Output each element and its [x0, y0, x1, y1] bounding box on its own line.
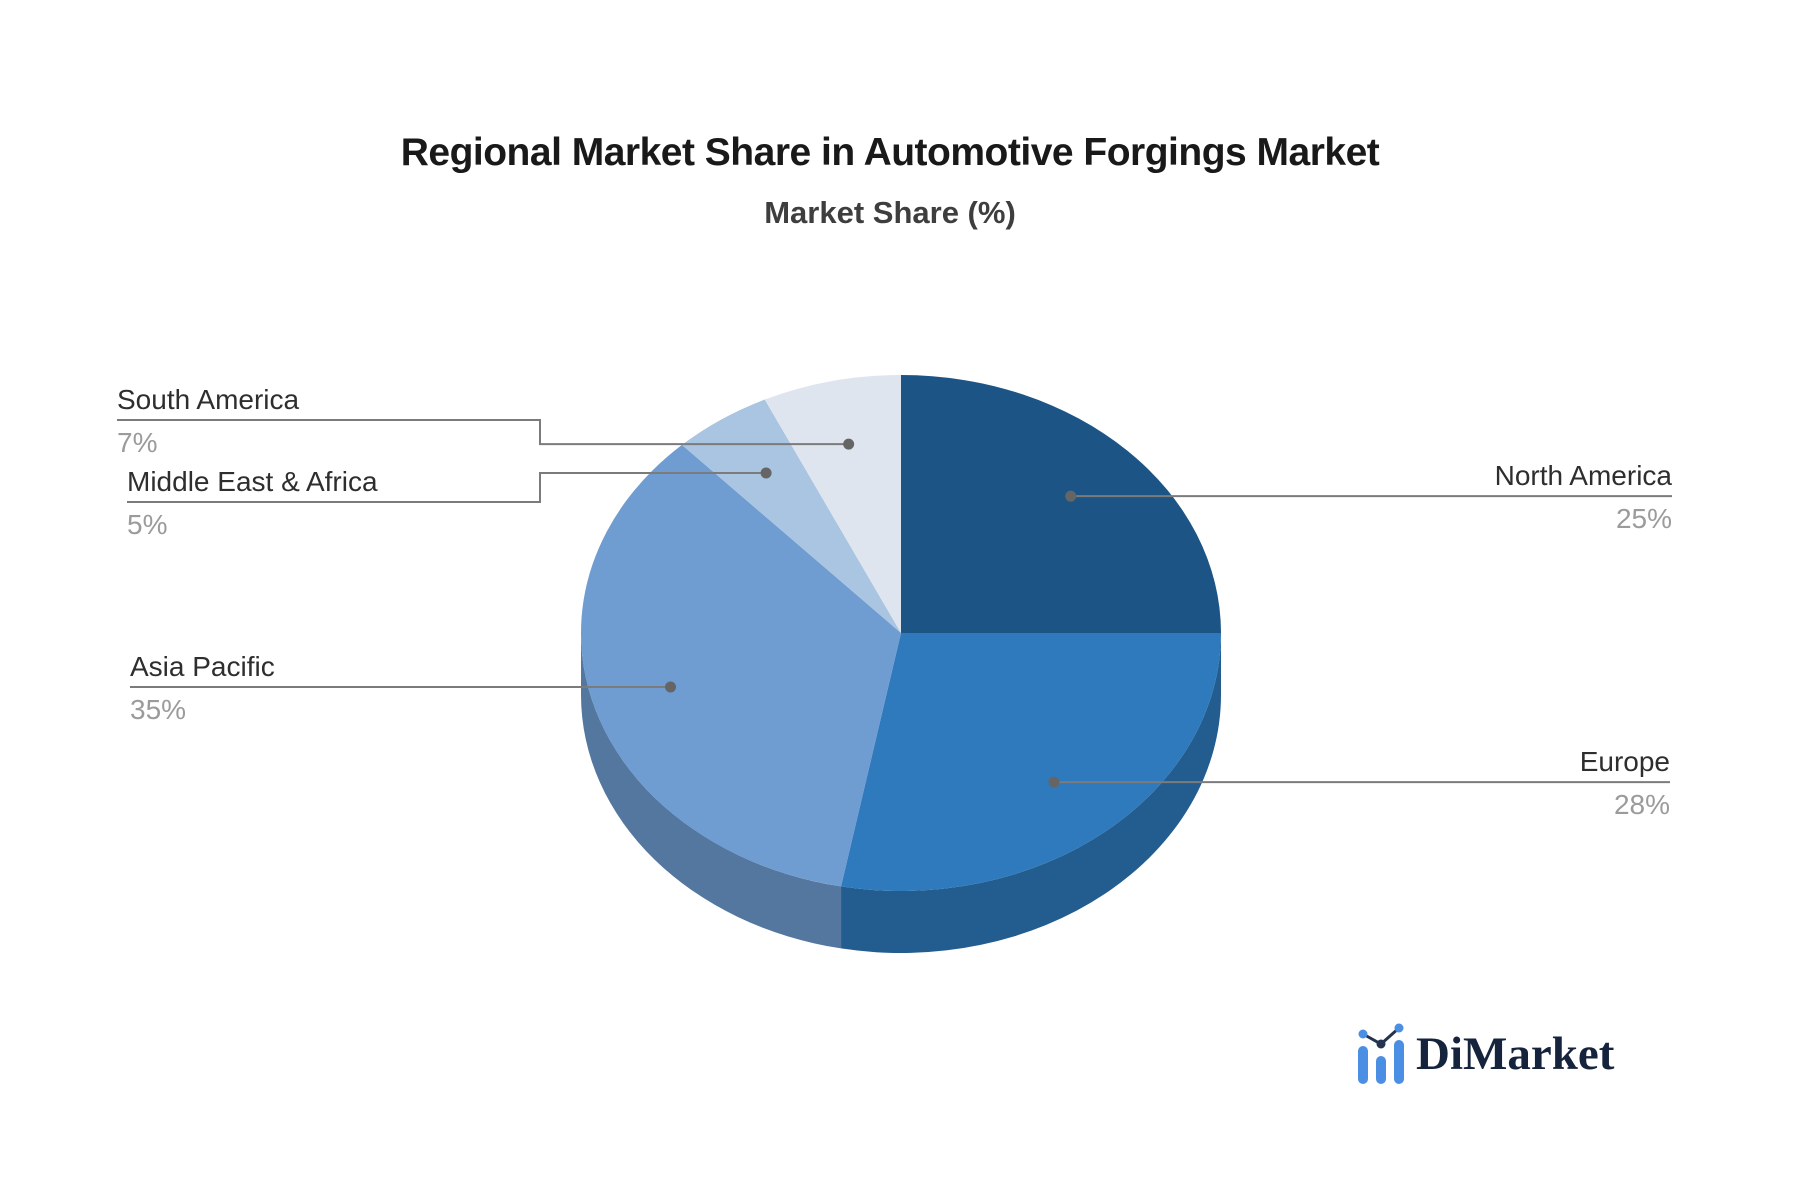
- slice-label-text: Europe: [1579, 746, 1670, 778]
- pie-slice-asia-pacific[interactable]: [581, 444, 901, 887]
- logo-text: DiMarket: [1416, 1028, 1615, 1080]
- logo-bar: [1376, 1056, 1386, 1084]
- leader-dot-middle-east-africa: [760, 467, 772, 479]
- pie-3d-sides: [581, 633, 1221, 954]
- bar-line-chart-icon: [1358, 1023, 1404, 1084]
- pie-slice-north-america[interactable]: [901, 375, 1221, 633]
- slice-label-text: South America: [117, 384, 300, 415]
- logo-dot: [1394, 1023, 1404, 1033]
- pie-slice-south-america[interactable]: [764, 375, 901, 633]
- pie-slices: [581, 375, 1221, 891]
- chart-title: Regional Market Share in Automotive Forg…: [400, 131, 1380, 174]
- pie-slice-side-europe: [841, 633, 1221, 954]
- slice-percent-text: 5%: [127, 509, 168, 540]
- slice-label-text: Asia Pacific: [130, 650, 275, 682]
- slice-percent-text: 7%: [117, 427, 158, 458]
- leader-lines: [117, 419, 1672, 788]
- logo-bar: [1394, 1040, 1404, 1084]
- logo-dot: [1358, 1029, 1368, 1039]
- chart-subtitle: Market Share (%): [764, 195, 1016, 230]
- pie-slice-middle-east-africa[interactable]: [681, 399, 901, 633]
- leader-line-south-america: [117, 419, 849, 446]
- leader-dot-south-america: [843, 438, 855, 450]
- pie-slice-europe[interactable]: [841, 633, 1221, 891]
- leader-line-middle-east-africa: [127, 471, 767, 503]
- slice-label-text: North America: [1494, 460, 1672, 492]
- pie-slice-side-asia-pacific: [581, 633, 842, 949]
- leader-dot-north-america: [1065, 490, 1077, 502]
- slice-label-text: Middle East & Africa: [127, 466, 378, 497]
- slice-percent-text: 35%: [130, 693, 187, 725]
- slice-percent-text: 28%: [1613, 789, 1670, 821]
- slice-percent-text: 25%: [1615, 503, 1672, 535]
- logo-dot: [1376, 1039, 1386, 1049]
- leader-dot-europe: [1048, 776, 1060, 788]
- leader-dot-asia-pacific: [665, 681, 677, 693]
- dimarket-logo: DiMarket: [1356, 1022, 1614, 1086]
- logo-bar: [1358, 1046, 1368, 1084]
